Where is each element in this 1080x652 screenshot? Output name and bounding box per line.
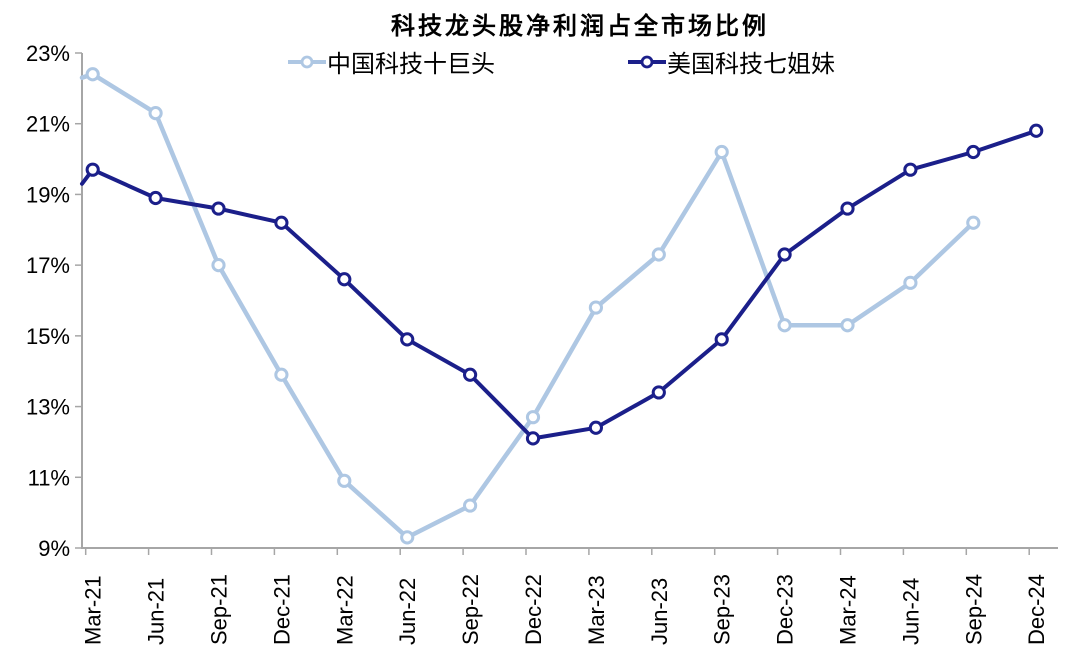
legend-item-us: 美国科技七姐妹 — [628, 44, 835, 79]
data-point-us-Mar-22 — [337, 272, 352, 287]
data-point-us-Sep-24 — [966, 144, 981, 160]
x-tick-label: Mar-23 — [584, 575, 609, 645]
y-tick-label: 11% — [28, 465, 70, 490]
data-point-china-Mar-22 — [337, 473, 352, 488]
x-tick-label: Dec-21 — [269, 574, 294, 645]
data-point-china-Sep-24 — [966, 215, 981, 230]
data-point-china-Jun-23 — [651, 247, 666, 262]
china-series-marker-icon — [288, 55, 326, 68]
data-point-us-Jun-22 — [400, 332, 415, 347]
data-point-china-Mar-24 — [840, 318, 855, 333]
x-tick-label: Jun-22 — [395, 578, 420, 645]
y-tick-label: 19% — [26, 182, 70, 207]
data-point-us-Sep-21 — [211, 201, 226, 216]
data-point-us-Jun-24 — [903, 162, 918, 177]
x-tick-label: Sep-21 — [207, 574, 232, 645]
data-point-us-Dec-22 — [525, 431, 541, 446]
legend-label-china: 中国科技十巨头 — [327, 51, 495, 78]
data-point-us-Jun-23 — [651, 385, 666, 400]
x-tick-label: Mar-21 — [81, 575, 106, 645]
y-tick-label: 15% — [26, 324, 70, 349]
data-point-china-Sep-21 — [211, 258, 226, 273]
y-tick-label: 9% — [38, 536, 70, 561]
legend-label-us: 美国科技七姐妹 — [667, 51, 835, 78]
x-tick-label: Mar-22 — [332, 575, 357, 645]
data-point-china-Dec-21 — [274, 367, 289, 382]
data-point-us-Sep-23 — [714, 332, 729, 347]
x-tick-label: Sep-22 — [458, 574, 483, 645]
y-tick-label: 17% — [26, 253, 70, 278]
x-tick-label: Dec-23 — [773, 574, 798, 645]
us-series-marker-icon — [628, 55, 666, 68]
x-tick-label: Jun-21 — [144, 578, 169, 645]
data-point-china-Sep-23 — [714, 144, 729, 160]
series-line-china — [79, 71, 976, 540]
data-point-china-Jun-24 — [903, 275, 918, 290]
data-point-china-Dec-23 — [777, 318, 792, 333]
y-tick-label: 13% — [26, 395, 70, 420]
data-point-china-Jun-21 — [148, 106, 163, 121]
data-point-china-Mar-23 — [588, 300, 604, 315]
data-point-us-Sep-22 — [463, 367, 478, 382]
data-point-us-Dec-24 — [1029, 123, 1044, 138]
x-tick-label: Jun-24 — [898, 578, 923, 645]
data-point-us-Mar-23 — [588, 420, 604, 435]
data-point-china-Sep-22 — [463, 498, 478, 513]
y-tick-label: 23% — [26, 41, 70, 66]
data-point-us-Mar-24 — [840, 201, 855, 216]
legend-item-china: 中国科技十巨头 — [288, 44, 495, 79]
x-tick-label: Dec-22 — [521, 574, 546, 645]
x-tick-label: Jun-23 — [647, 578, 672, 645]
data-point-us-Mar-21 — [85, 162, 100, 177]
x-tick-label: Sep-24 — [961, 574, 986, 645]
data-point-china-Dec-22 — [525, 410, 541, 425]
data-point-china-Mar-21 — [85, 67, 100, 82]
data-point-us-Jun-21 — [148, 190, 163, 206]
data-point-us-Dec-23 — [777, 247, 792, 262]
x-tick-label: Mar-24 — [836, 575, 861, 645]
x-tick-label: Dec-24 — [1024, 574, 1049, 645]
y-tick-label: 21% — [26, 112, 70, 137]
data-point-us-Dec-21 — [274, 215, 289, 230]
data-point-china-Jun-22 — [400, 530, 415, 545]
chart-title: 科技龙头股净利润占全市场比例 — [391, 13, 769, 40]
x-tick-label: Sep-23 — [710, 574, 735, 645]
series-line-us — [80, 128, 1039, 441]
